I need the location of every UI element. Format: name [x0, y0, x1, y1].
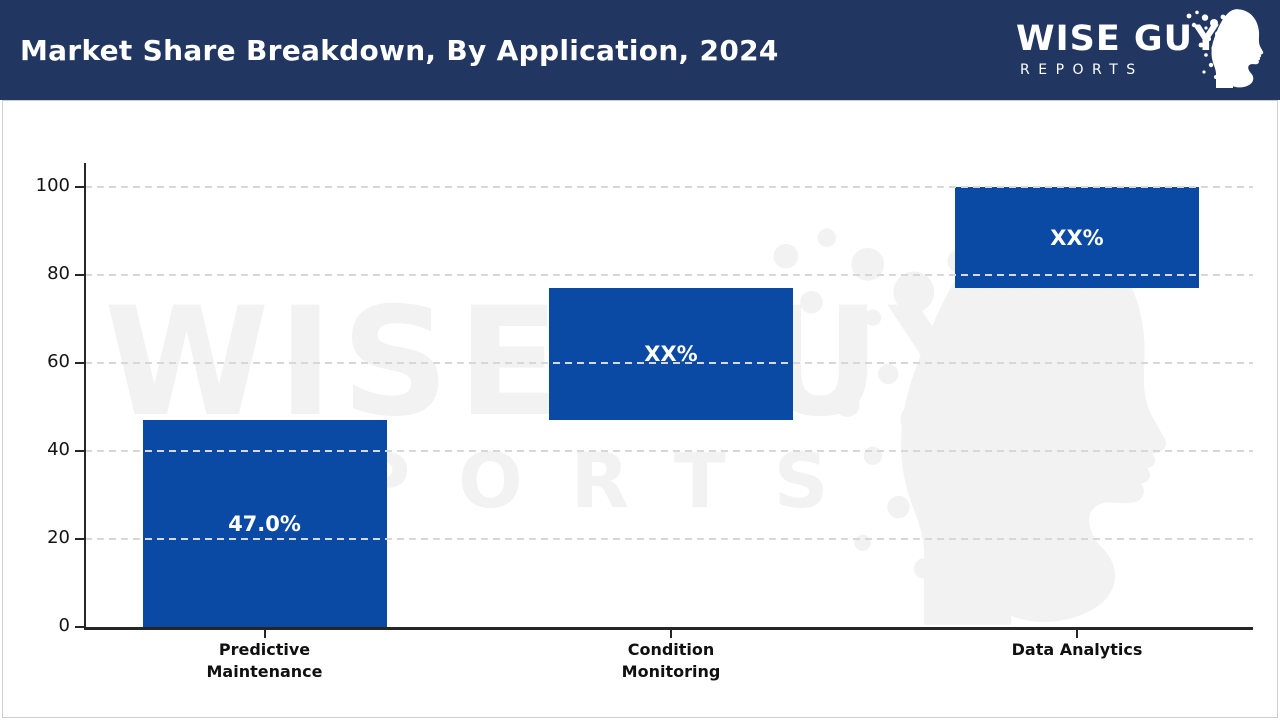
x-axis-label: Condition Monitoring [621, 640, 721, 681]
bar [955, 187, 1199, 289]
bar [142, 420, 387, 627]
y-axis-spine [84, 163, 86, 630]
x-axis-label: Predictive Maintenance [206, 640, 323, 681]
y-gridline [85, 450, 1253, 452]
y-tick [75, 186, 84, 188]
wiseguy-logo: WISE GUY REPORTS [1016, 9, 1264, 89]
y-tick-label: 60 [47, 351, 70, 372]
bar-value-label: XX% [644, 342, 698, 367]
x-tick [263, 630, 266, 638]
y-tick [75, 274, 84, 276]
x-tick [1076, 630, 1078, 638]
y-gridline [85, 186, 1253, 188]
x-axis-spine [84, 627, 1253, 630]
bar-value-label: 47.0% [228, 511, 301, 536]
y-tick-label: 20 [47, 527, 70, 548]
header-band: Market Share Breakdown, By Application, … [0, 0, 1280, 100]
y-tick-label: 100 [35, 175, 70, 196]
y-tick-label: 40 [47, 439, 70, 460]
y-gridline [85, 274, 1253, 276]
logo-subtext: REPORTS [1020, 62, 1144, 78]
y-tick [75, 450, 84, 452]
x-axis-label: Data Analytics [1011, 640, 1143, 659]
y-tick-label: 0 [58, 615, 70, 636]
y-tick [75, 626, 84, 628]
logo-wordmark: WISE GUY [1016, 19, 1219, 59]
y-tick-label: 80 [47, 263, 70, 284]
y-tick [75, 538, 84, 540]
content-frame [2, 100, 1278, 718]
y-gridline [85, 538, 1253, 540]
y-gridline [85, 362, 1253, 364]
bar [549, 288, 793, 421]
y-tick [75, 362, 84, 364]
bar-value-label: XX% [1050, 225, 1104, 250]
page-title: Market Share Breakdown, By Application, … [20, 33, 779, 67]
x-tick [670, 630, 672, 638]
